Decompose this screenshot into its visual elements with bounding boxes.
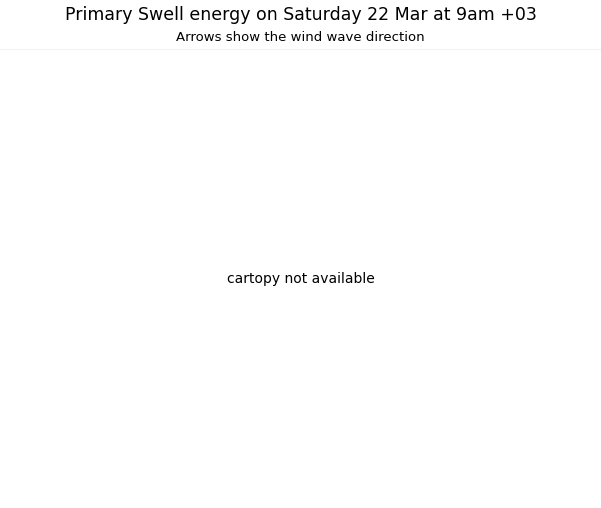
Text: Arrows show the wind wave direction: Arrows show the wind wave direction (176, 31, 425, 44)
Text: cartopy not available: cartopy not available (227, 272, 374, 286)
Text: Primary Swell energy on Saturday 22 Mar at 9am +03: Primary Swell energy on Saturday 22 Mar … (64, 6, 537, 24)
